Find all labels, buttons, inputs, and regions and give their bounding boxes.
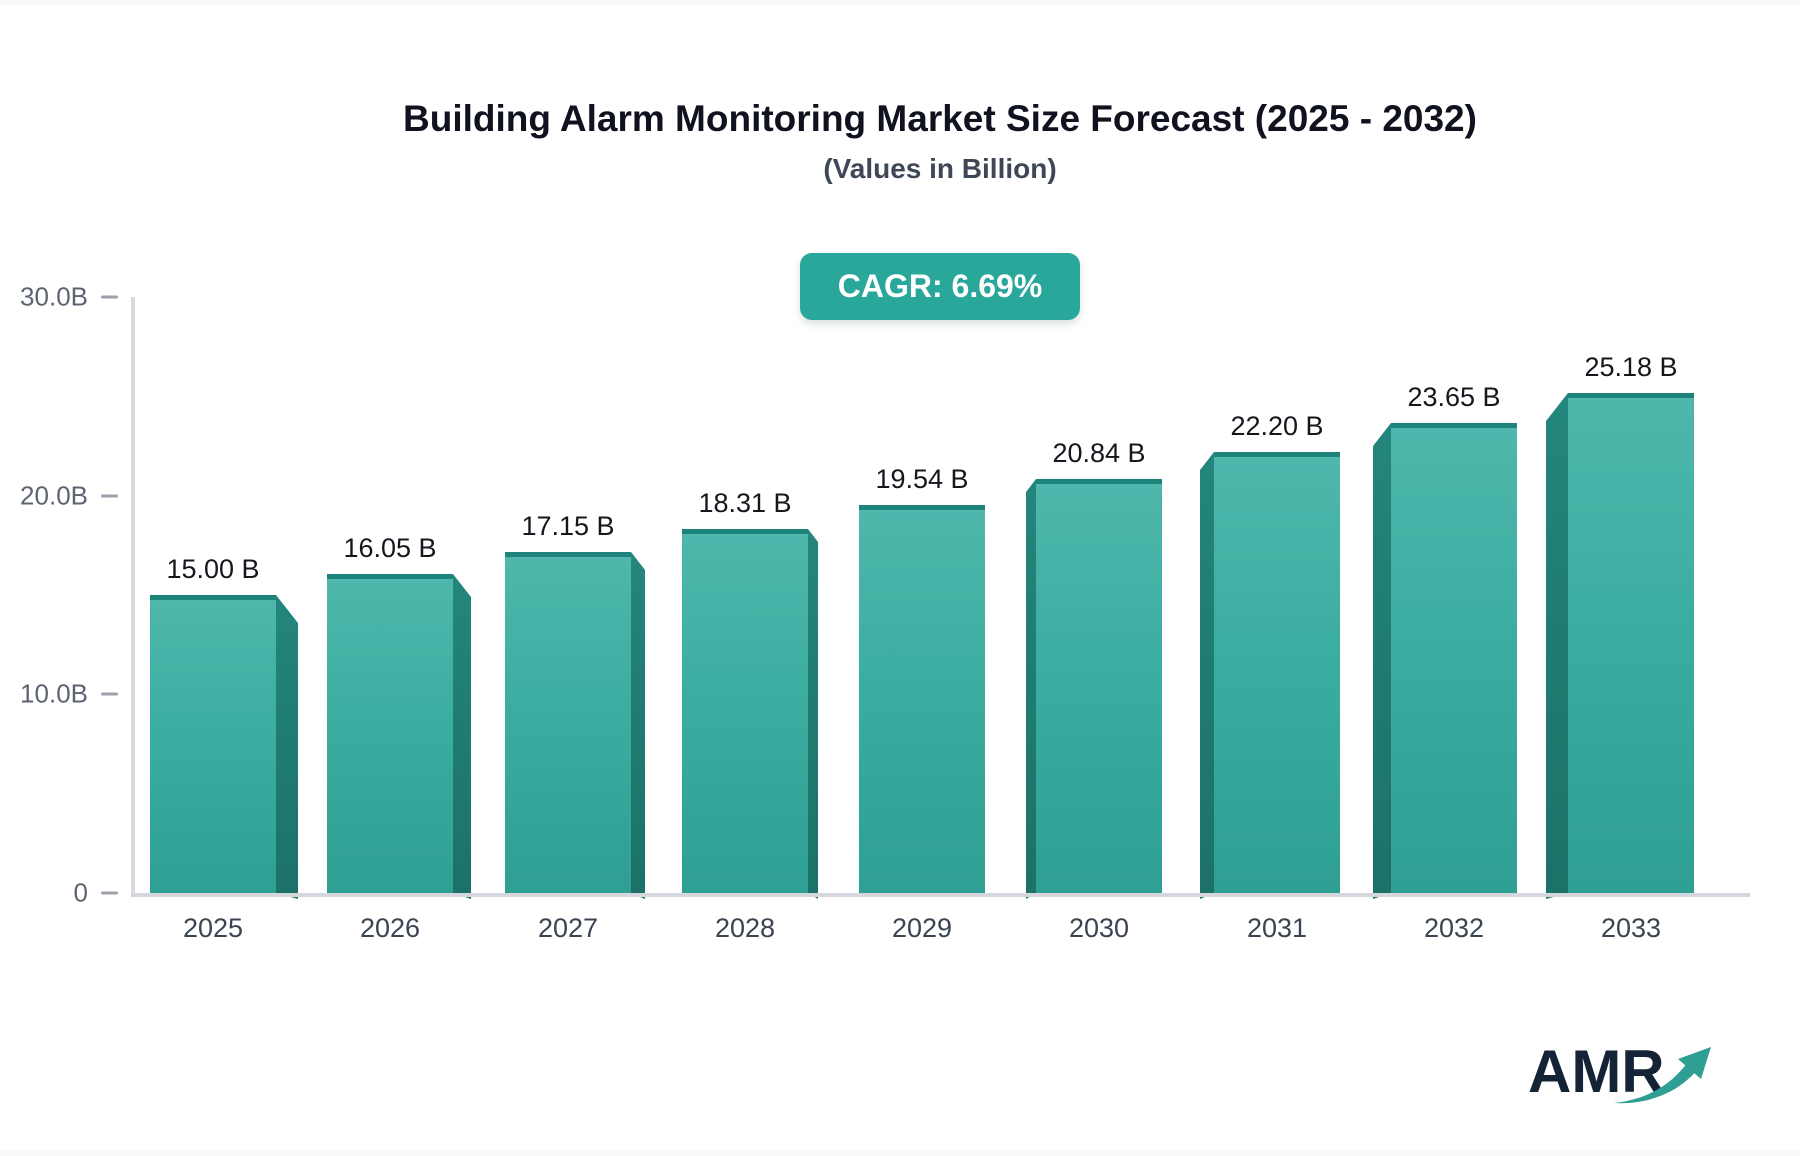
bar-value-label-2032: 23.65 B bbox=[1407, 382, 1501, 412]
bar-value-label-2025: 15.00 B bbox=[166, 554, 260, 584]
y-axis-tick-label: 20.0B bbox=[20, 480, 88, 511]
x-axis-label-2029: 2029 bbox=[891, 913, 953, 943]
bar-side-face-2032 bbox=[1373, 423, 1391, 899]
x-axis-label-2028: 2028 bbox=[714, 913, 776, 943]
bar-side-face-2026 bbox=[453, 574, 471, 899]
bar-value-label-2027: 17.15 B bbox=[521, 511, 615, 541]
y-axis-tick-30.0B: 30.0B bbox=[0, 282, 118, 313]
bar-side-face-2030 bbox=[1026, 479, 1036, 899]
bar-side-face-2028 bbox=[808, 529, 818, 899]
bar-2031[interactable] bbox=[1214, 452, 1340, 893]
chart-header: Building Alarm Monitoring Market Size Fo… bbox=[80, 5, 1800, 321]
bar-value-label-2031: 22.20 B bbox=[1230, 411, 1324, 441]
x-axis-label-2031: 2031 bbox=[1246, 913, 1308, 943]
y-axis-tick-mark bbox=[101, 891, 118, 895]
bar-value-label-2030: 20.84 B bbox=[1052, 438, 1146, 468]
amr-logo-text: AMR bbox=[1528, 1038, 1665, 1105]
bar-2027[interactable] bbox=[505, 552, 631, 893]
x-axis-label-2027: 2027 bbox=[537, 913, 599, 943]
bar-value-label-2029: 19.54 B bbox=[875, 464, 969, 494]
bar-side-face-2033 bbox=[1546, 393, 1568, 899]
bar-side-face-2031 bbox=[1200, 452, 1214, 899]
x-axis-label-2033: 2033 bbox=[1600, 913, 1662, 943]
y-axis-tick-0: 0 bbox=[0, 878, 118, 909]
y-axis-tick-label: 0 bbox=[73, 877, 88, 908]
plot-area: 30.0B 20.0B 10.0B 0 15.00 B 2025 16.05 B 2026 17… bbox=[20, 282, 1750, 943]
bar-2028[interactable] bbox=[682, 529, 808, 893]
y-axis-tick-label: 30.0B bbox=[20, 281, 88, 312]
y-axis-tick-mark bbox=[101, 494, 118, 498]
bar-side-face-2025 bbox=[276, 595, 298, 899]
y-axis-tick-20.0B: 20.0B bbox=[0, 480, 118, 511]
bar-value-label-2033: 25.18 B bbox=[1584, 352, 1678, 382]
x-axis-line bbox=[131, 893, 1750, 897]
x-axis-label-2025: 2025 bbox=[182, 913, 244, 943]
x-axis-label-2026: 2026 bbox=[359, 913, 421, 943]
x-axis-label-2032: 2032 bbox=[1423, 913, 1485, 943]
bar-2029[interactable] bbox=[859, 505, 985, 893]
bar-side-face-2027 bbox=[631, 552, 645, 899]
bar-2032[interactable] bbox=[1391, 423, 1517, 893]
bar-value-label-2026: 16.05 B bbox=[343, 533, 437, 563]
bar-value-label-2028: 18.31 B bbox=[698, 488, 792, 518]
cagr-badge: CAGR: 6.69% bbox=[799, 253, 1081, 321]
chart-title: Building Alarm Monitoring Market Size Fo… bbox=[403, 98, 1477, 139]
bar-2026[interactable] bbox=[327, 574, 453, 893]
chart-subtitle: (Values in Billion) bbox=[823, 153, 1057, 185]
y-axis-tick-mark bbox=[101, 295, 118, 299]
y-axis-tick-label: 10.0B bbox=[20, 678, 88, 709]
bar-2025[interactable] bbox=[150, 595, 276, 893]
x-axis-label-2030: 2030 bbox=[1068, 913, 1130, 943]
growth-arrow-icon bbox=[1614, 1047, 1711, 1104]
bar-2033[interactable] bbox=[1568, 393, 1694, 893]
bar-2030[interactable] bbox=[1036, 479, 1162, 893]
y-axis-tick-10.0B: 10.0B bbox=[0, 679, 118, 710]
amr-logo: AMR bbox=[1528, 1037, 1718, 1123]
y-axis-tick-mark bbox=[101, 692, 118, 696]
